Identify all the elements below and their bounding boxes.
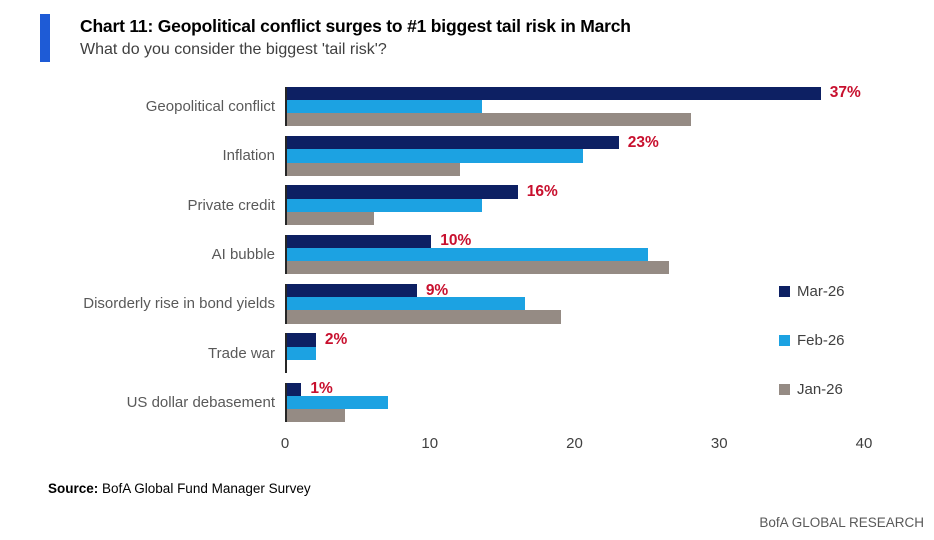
legend-label: Jan-26: [797, 380, 843, 398]
bar-line: [287, 360, 864, 373]
bar-group: 2%: [285, 330, 864, 373]
value-label: 37%: [829, 84, 861, 102]
bar-line: [287, 346, 864, 360]
bar-line: 23%: [287, 133, 864, 151]
value-label: 1%: [310, 380, 333, 398]
bar-jan-26: [287, 162, 461, 176]
bar-line: 16%: [287, 183, 864, 201]
bar-line: 1%: [287, 380, 864, 398]
source-line: Source: BofA Global Fund Manager Survey: [48, 481, 934, 496]
bar-group: 9%: [285, 281, 864, 324]
bar-line: [287, 247, 864, 262]
legend: Mar-26 Feb-26 Jan-26: [779, 282, 845, 429]
source-text: BofA Global Fund Manager Survey: [98, 481, 311, 497]
bar-line: 2%: [287, 330, 864, 348]
chart-row: Geopolitical conflict 37%: [0, 82, 934, 131]
category-label: Geopolitical conflict: [145, 98, 275, 116]
chart-header: Chart 11: Geopolitical conflict surges t…: [0, 0, 934, 62]
bar-line: [287, 100, 864, 114]
category-label: AI bubble: [211, 246, 275, 264]
bar-mar-26: [287, 86, 821, 101]
bar-mar-26: [287, 382, 302, 396]
bar-feb-26: [287, 100, 482, 114]
bar-line: [287, 113, 864, 127]
bar-line: [287, 261, 864, 275]
chart-row: AI bubble 10%: [0, 230, 934, 279]
bar-mar-26: [287, 185, 518, 199]
value-label: 23%: [627, 133, 659, 151]
category-label: Trade war: [208, 344, 275, 362]
x-tick-label: 30: [710, 435, 728, 453]
legend-item: Mar-26: [779, 282, 845, 300]
bar-mar-26: [287, 234, 432, 248]
bar-line: [287, 310, 864, 324]
legend-swatch-icon: [779, 285, 790, 297]
bar-group: 16%: [285, 183, 864, 226]
accent-bar: [40, 14, 50, 62]
bar-feb-26: [287, 149, 583, 163]
bar-group: 37%: [285, 84, 864, 127]
legend-label: Mar-26: [797, 282, 845, 300]
titles-block: Chart 11: Geopolitical conflict surges t…: [80, 14, 631, 62]
bar-group: 1%: [285, 380, 864, 423]
x-axis: 0 10 20 30 40: [281, 427, 873, 455]
category-label: Inflation: [222, 147, 275, 165]
bar-line: [287, 149, 864, 163]
chart-title: Chart 11: Geopolitical conflict surges t…: [80, 16, 631, 36]
x-tick-label: 10: [421, 435, 439, 453]
chart-row: Inflation 23%: [0, 131, 934, 180]
bar-feb-26: [287, 346, 316, 360]
chart-row: Trade war 2%: [0, 328, 934, 377]
bar-line: [287, 297, 864, 311]
bar-jan-26: [287, 261, 670, 275]
source-label: Source:: [48, 481, 99, 497]
bar-feb-26: [287, 247, 648, 262]
value-label: 16%: [526, 183, 558, 201]
bar-mar-26: [287, 136, 619, 150]
bar-jan-26: [287, 409, 345, 423]
legend-swatch-icon: [779, 383, 790, 395]
bar-group: 23%: [285, 133, 864, 176]
bar-chart: Geopolitical conflict 37% Inflation 23% Priv…: [0, 82, 934, 455]
bar-line: 10%: [287, 232, 864, 250]
x-tick-label: 0: [280, 435, 290, 453]
category-label: US dollar debasement: [126, 393, 275, 411]
bar-line: [287, 198, 864, 212]
bar-mar-26: [287, 284, 417, 298]
value-label: 10%: [440, 232, 472, 250]
category-label: Disorderly rise in bond yields: [83, 295, 275, 313]
bar-feb-26: [287, 297, 525, 311]
bar-line: [287, 395, 864, 410]
chart-row: Private credit 16%: [0, 181, 934, 230]
bar-line: [287, 409, 864, 423]
legend-swatch-icon: [779, 334, 790, 346]
value-label: 9%: [425, 281, 449, 299]
bar-line: 37%: [287, 84, 864, 102]
bar-feb-26: [287, 395, 388, 410]
bar-feb-26: [287, 198, 482, 212]
legend-label: Feb-26: [797, 331, 845, 349]
bar-jan-26: [287, 211, 374, 226]
bar-line: [287, 162, 864, 176]
bar-line: 9%: [287, 281, 864, 299]
value-label: 2%: [324, 330, 348, 348]
bar-jan-26: [287, 310, 562, 324]
chart-row: Disorderly rise in bond yields 9%: [0, 279, 934, 328]
bar-mar-26: [287, 333, 316, 347]
legend-item: Jan-26: [779, 380, 845, 398]
bar-group: 10%: [285, 232, 864, 275]
bar-jan-26: [287, 113, 691, 127]
chart-row: US dollar debasement 1%: [0, 378, 934, 427]
category-label: Private credit: [187, 196, 275, 214]
chart-subtitle: What do you consider the biggest 'tail r…: [80, 41, 387, 58]
x-tick-label: 20: [566, 435, 583, 453]
x-tick-label: 40: [855, 435, 873, 453]
plot-area: Geopolitical conflict 37% Inflation 23% Priv…: [0, 82, 934, 427]
legend-item: Feb-26: [779, 331, 845, 349]
bar-line: [287, 211, 864, 226]
brand-line: BofA GLOBAL RESEARCH: [759, 515, 924, 530]
